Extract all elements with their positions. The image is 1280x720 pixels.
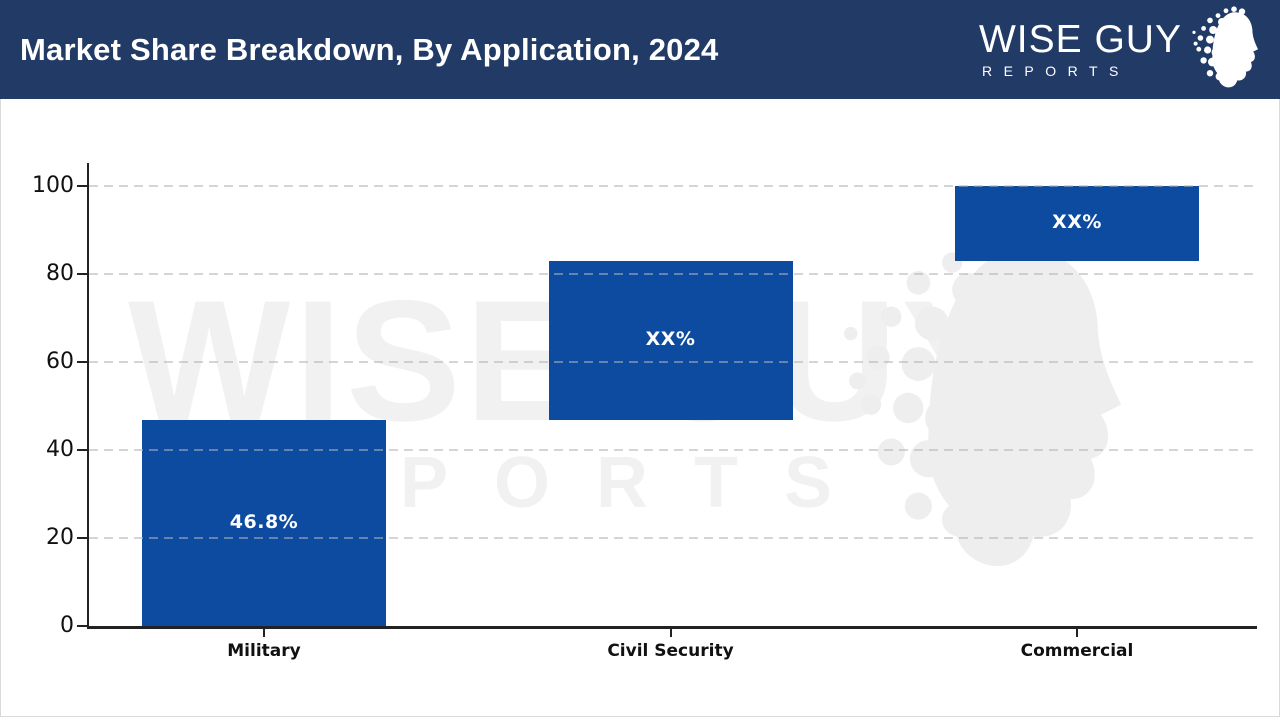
y-tick-mark bbox=[77, 537, 88, 539]
gridline bbox=[89, 449, 1257, 451]
y-axis-spine bbox=[87, 163, 89, 628]
y-tick-label: 0 bbox=[60, 613, 74, 638]
y-tick-label: 40 bbox=[46, 437, 74, 462]
y-tick-label: 60 bbox=[46, 349, 74, 374]
gridline bbox=[89, 537, 1257, 539]
logo-wordmark: WISE GUY REPORTS bbox=[978, 17, 1182, 80]
x-tick-label: Commercial bbox=[1020, 641, 1134, 661]
x-tick-label: Military bbox=[227, 641, 301, 661]
y-tick-label: 80 bbox=[46, 261, 74, 286]
y-tick-mark bbox=[77, 185, 88, 187]
y-tick-mark bbox=[77, 273, 88, 275]
x-tick-mark bbox=[263, 628, 265, 637]
logo-name-text: WISE GUY bbox=[978, 17, 1182, 61]
x-tick-label: Civil Security bbox=[607, 641, 734, 661]
bar-military bbox=[142, 420, 386, 626]
gridline bbox=[89, 361, 1257, 363]
bar-value-label: 46.8% bbox=[229, 511, 299, 534]
bar-value-label: XX% bbox=[645, 328, 696, 351]
bar-commercial bbox=[955, 186, 1199, 261]
wiseguy-logo: WISE GUY REPORTS bbox=[979, 6, 1266, 94]
logo-reports-text: REPORTS bbox=[981, 63, 1130, 80]
y-tick-mark bbox=[77, 361, 88, 363]
x-tick-mark bbox=[1076, 628, 1078, 637]
x-axis-spine bbox=[87, 626, 1257, 629]
y-tick-label: 100 bbox=[32, 173, 74, 198]
logo-head-icon bbox=[1186, 6, 1266, 94]
page-title: Market Share Breakdown, By Application, … bbox=[20, 31, 719, 67]
y-tick-mark bbox=[77, 625, 88, 627]
y-tick-label: 20 bbox=[46, 525, 74, 550]
y-tick-mark bbox=[77, 449, 88, 451]
gridline bbox=[89, 185, 1257, 187]
bar-value-label: XX% bbox=[1052, 211, 1102, 234]
header-bar: Market Share Breakdown, By Application, … bbox=[0, 0, 1280, 99]
bar-civil-security bbox=[548, 260, 793, 421]
x-tick-mark bbox=[669, 628, 672, 637]
gridline bbox=[89, 273, 1257, 275]
